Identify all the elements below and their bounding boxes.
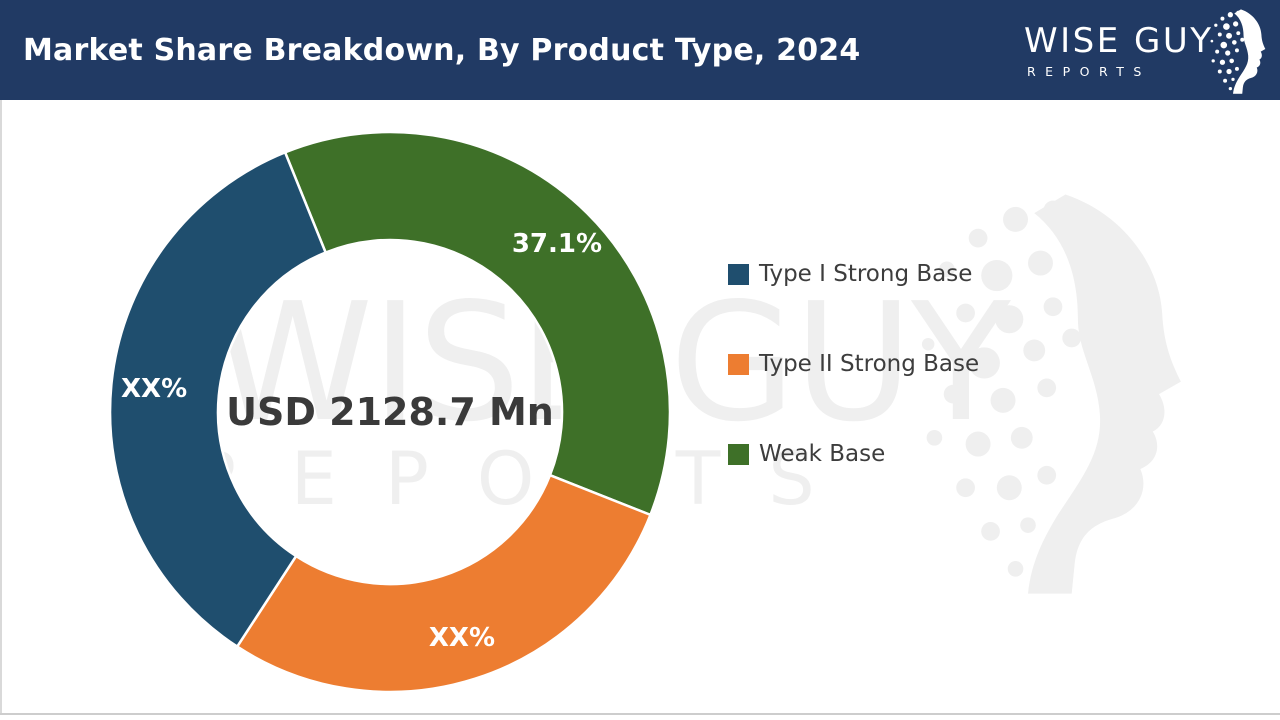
slice-label-type-ii-strong-base: XX%: [428, 622, 496, 653]
brand-name: WISE GUY: [1024, 21, 1214, 61]
page-title: Market Share Breakdown, By Product Type,…: [23, 32, 861, 68]
slice-type-ii-strong-base: [235, 473, 652, 694]
slice-weak-base: [283, 130, 672, 517]
header-bar: Market Share Breakdown, By Product Type,…: [0, 0, 1280, 100]
legend-label: Weak Base: [759, 441, 886, 467]
brand-subtitle: REPORTS: [1027, 64, 1151, 79]
legend-swatch-orange: [728, 353, 749, 375]
bottom-border: [0, 713, 1280, 715]
legend-item-type-ii-strong-base: Type II Strong Base: [728, 351, 979, 377]
legend-item-type-i-strong-base: Type I Strong Base: [728, 261, 972, 287]
left-edge-border: [0, 100, 2, 714]
slice-label-weak-base: 37.1%: [511, 228, 603, 259]
watermark-subtitle: REPORTS: [192, 437, 863, 522]
slice-type-i-strong-base: [108, 151, 327, 648]
brand-logo-text: WISE GUY REPORTS: [1024, 24, 1214, 79]
legend-label: Type II Strong Base: [759, 351, 980, 377]
donut-center-total: USD 2128.7 Mn: [226, 390, 554, 434]
legend-swatch-blue: [728, 263, 749, 285]
legend-swatch-green: [728, 443, 749, 465]
brand-logo: WISE GUY REPORTS: [1024, 6, 1262, 94]
legend-item-weak-base: Weak Base: [728, 441, 885, 467]
slice-label-type-i-strong-base: XX%: [121, 374, 188, 405]
legend-label: Type I Strong Base: [759, 261, 973, 287]
